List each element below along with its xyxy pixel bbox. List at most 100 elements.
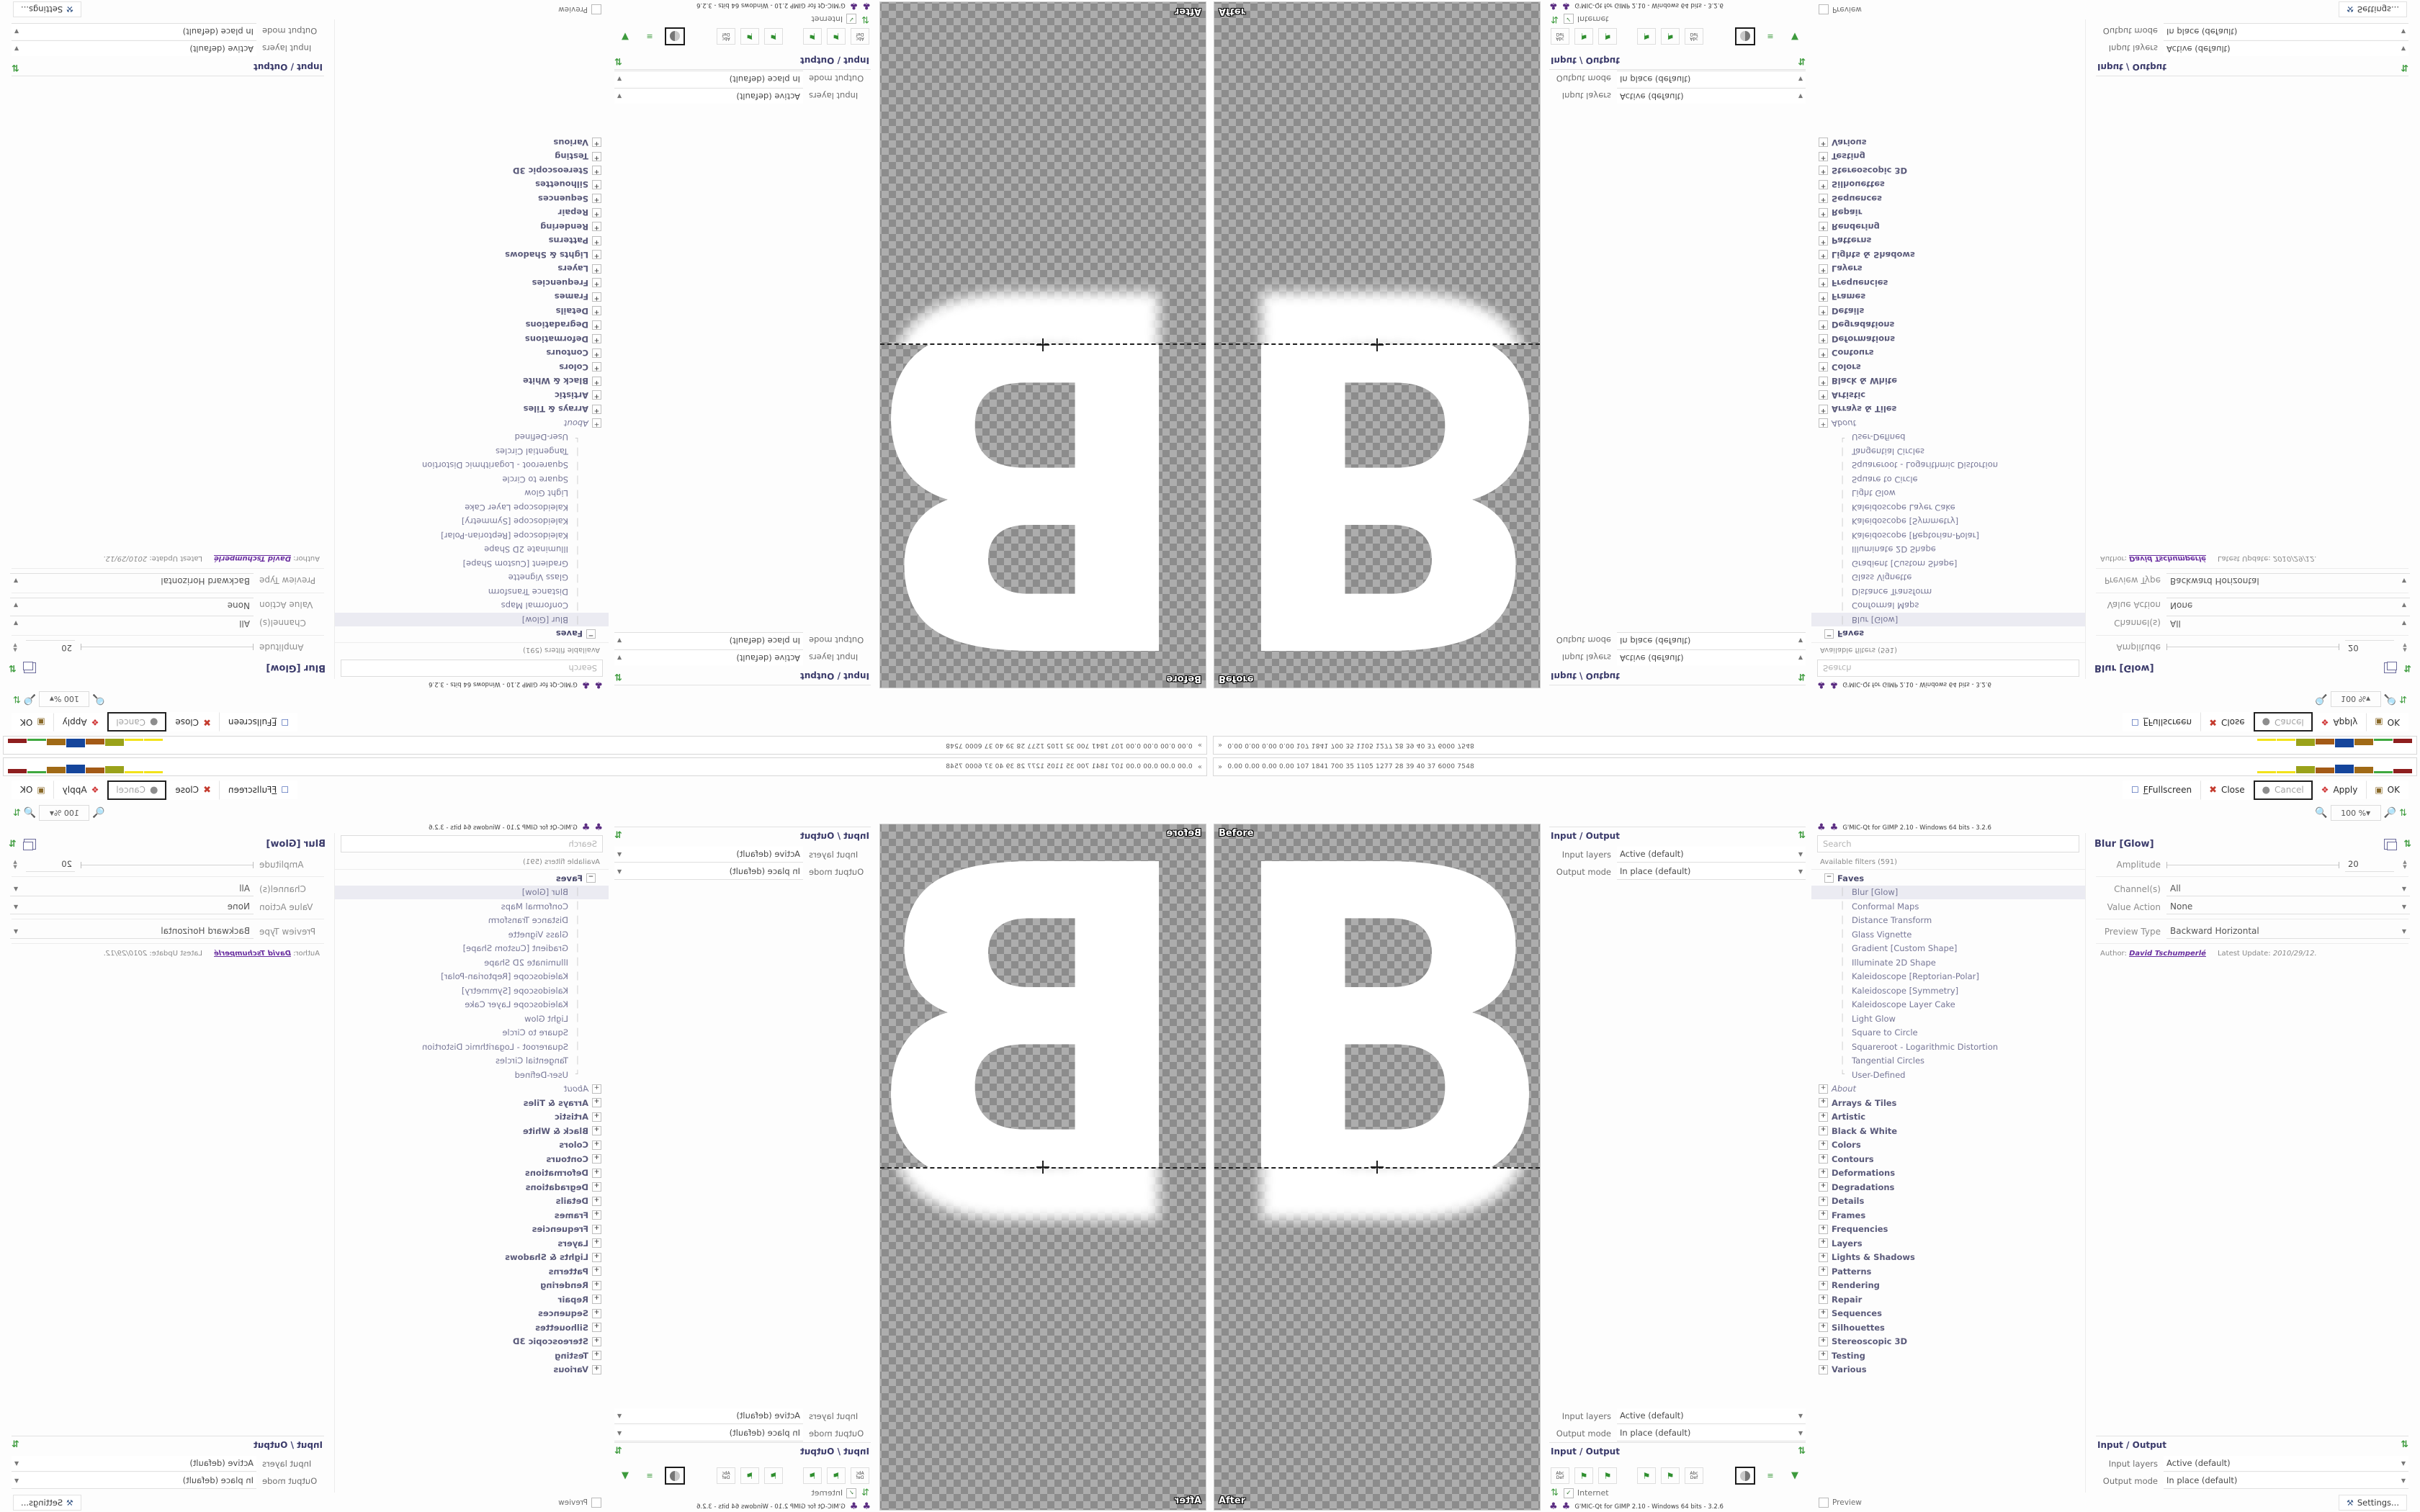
import-icon[interactable]: ⚑	[827, 28, 846, 45]
expand-icon[interactable]: +	[592, 1112, 601, 1122]
filter-category[interactable]: + Rendering	[335, 1279, 609, 1293]
expand-icon[interactable]: +	[592, 1238, 601, 1248]
expand-icon[interactable]: +	[592, 1168, 601, 1178]
filter-category[interactable]: + Various	[335, 1363, 609, 1377]
filter-category[interactable]: + Rendering	[1811, 1279, 2085, 1293]
expand-icon[interactable]: +	[1819, 1323, 1828, 1333]
collapse-icon[interactable]: −	[1824, 873, 1834, 883]
filter-item[interactable]: │ Tangential Circles	[1811, 1054, 2085, 1068]
filter-category[interactable]: + Testing	[335, 150, 609, 164]
filter-item[interactable]: │ Blur [Glow]	[335, 885, 609, 899]
reset-zoom-icon[interactable]: ⇅	[2399, 693, 2407, 705]
filter-item[interactable]: │ Square to Circle	[1811, 472, 2085, 487]
expand-icon[interactable]: +	[1819, 376, 1828, 386]
filter-item[interactable]: │ Blur [Glow]	[1811, 613, 2085, 627]
collapse-icon[interactable]: ▼	[616, 28, 635, 45]
output-mode-combo[interactable]: In place (default) ▼	[1617, 863, 1806, 880]
filter-item[interactable]: │ Conformal Maps	[335, 899, 609, 914]
refresh-icon[interactable]: ⇅	[1798, 55, 1806, 66]
filter-category[interactable]: + Sequences	[335, 192, 609, 206]
amplitude-stepper[interactable]: ▲ ▼	[13, 642, 17, 654]
filter-item[interactable]: │ Light Glow	[1811, 1012, 2085, 1026]
rename-fave-icon[interactable]: Abc Def	[1685, 28, 1703, 45]
list-icon[interactable]: ≡	[1761, 28, 1780, 45]
filter-item[interactable]: │ Square to Circle	[335, 472, 609, 487]
filter-category[interactable]: + Stereoscopic 3D	[1811, 1335, 2085, 1349]
filter-item[interactable]: │ Illuminate 2D Shape	[335, 543, 609, 557]
filter-item[interactable]: │ Conformal Maps	[1811, 599, 2085, 613]
expand-icon[interactable]: +	[1819, 1112, 1828, 1122]
filter-category[interactable]: + About	[335, 416, 609, 431]
reset-parameters-icon[interactable]: ⇅	[9, 662, 17, 673]
expand-icon[interactable]: +	[1819, 1154, 1828, 1164]
filter-category[interactable]: + About	[1811, 1082, 2085, 1097]
remove-fave-icon[interactable]: ⚑	[1661, 1467, 1680, 1484]
add-fave-icon[interactable]: ⚑	[764, 28, 783, 45]
apply-button[interactable]: ❖ Apply	[2312, 780, 2367, 799]
expand-icon[interactable]: +	[592, 278, 601, 288]
refresh-icon[interactable]: ⇅	[1798, 671, 1806, 682]
filter-item[interactable]: │ Kaleidoscope Layer Cake	[335, 998, 609, 1012]
filter-item[interactable]: │ Kaleidoscope [Reptorian-Polar]	[1811, 970, 2085, 984]
pie-icon[interactable]	[1735, 27, 1755, 45]
filter-item[interactable]: │ Gradient [Custom Shape]	[1811, 557, 2085, 571]
expand-icon[interactable]: +	[1819, 362, 1828, 372]
expand-icon[interactable]: +	[1819, 250, 1828, 260]
expand-icon[interactable]: +	[592, 292, 601, 302]
input-layers-combo[interactable]: Active (default) ▼	[614, 846, 803, 863]
expand-icon[interactable]: +	[1819, 1224, 1828, 1234]
value-action-combo[interactable]: None ▼	[10, 899, 254, 914]
refresh-icon[interactable]: ⇅	[2401, 1439, 2408, 1450]
filter-tree[interactable]: − Faves │ Blur [Glow] │ Conformal Maps │ Dist…	[1811, 19, 2085, 642]
expand-icon[interactable]: +	[592, 1308, 601, 1318]
expand-icon[interactable]: +	[592, 376, 601, 386]
filter-item[interactable]: │ Square to Circle	[335, 1026, 609, 1040]
filter-item[interactable]: │ Glass Vignette	[335, 571, 609, 585]
filter-item[interactable]: │ Gradient [Custom Shape]	[335, 557, 609, 571]
input-layers-combo[interactable]: Active (default) ▼	[1617, 846, 1806, 863]
value-action-combo[interactable]: None ▼	[2166, 899, 2410, 914]
filter-tree[interactable]: − Faves │ Blur [Glow] │ Conformal Maps │ Dist…	[335, 19, 609, 642]
expand-icon[interactable]: +	[592, 264, 601, 274]
expand-icon[interactable]: +	[1819, 278, 1828, 288]
filter-tree[interactable]: − Faves │ Blur [Glow] │ Conformal Maps │ Dist…	[335, 870, 609, 1493]
cancel-button[interactable]: ● Cancel	[107, 780, 167, 800]
refresh-icon[interactable]: ⇅	[1798, 1446, 1806, 1457]
settings-button[interactable]: ⚒ Settings...	[13, 1, 82, 17]
expand-icon[interactable]: +	[592, 151, 601, 161]
author-link[interactable]: David Tschumperlé	[214, 950, 291, 958]
expand-icon[interactable]: +	[592, 1364, 601, 1374]
filter-item[interactable]: │ Glass Vignette	[1811, 571, 2085, 585]
filter-category[interactable]: + Testing	[1811, 150, 2085, 164]
cancel-button[interactable]: ● Cancel	[107, 712, 167, 732]
expand-icon[interactable]: +	[592, 1224, 601, 1234]
internet-checkbox[interactable]: ✓ Internet	[1563, 14, 1609, 24]
list-icon[interactable]: ≡	[640, 1467, 659, 1484]
filter-category[interactable]: + Frames	[335, 1208, 609, 1223]
export-icon[interactable]: ⚑	[803, 28, 822, 45]
amplitude-input[interactable]: 20	[2345, 640, 2394, 655]
output-mode-combo-3[interactable]: In place (default) ▼	[12, 1472, 256, 1489]
channels-combo[interactable]: All ▼	[10, 616, 254, 631]
preview-type-combo[interactable]: Backward Horizontal ▼	[2166, 573, 2410, 588]
preview-type-combo[interactable]: Backward Horizontal ▼	[10, 924, 254, 939]
expand-icon[interactable]: +	[1819, 320, 1828, 330]
expand-icon[interactable]: +	[1819, 207, 1828, 217]
expand-icon[interactable]: +	[592, 348, 601, 358]
filter-item[interactable]: │ Kaleidoscope [Symmetry]	[335, 515, 609, 529]
filter-category[interactable]: + Layers	[1811, 1236, 2085, 1251]
filter-item[interactable]: │ Illuminate 2D Shape	[335, 955, 609, 970]
filter-category[interactable]: + Arrays & Tiles	[1811, 1096, 2085, 1110]
filter-category[interactable]: + Stereoscopic 3D	[335, 1335, 609, 1349]
expand-icon[interactable]: +	[1819, 1098, 1828, 1108]
settings-button[interactable]: ⚒ Settings...	[13, 1495, 82, 1511]
filter-category[interactable]: + Frequencies	[335, 276, 609, 290]
expand-icon[interactable]: +	[592, 1351, 601, 1361]
preview-type-combo[interactable]: Backward Horizontal ▼	[2166, 924, 2410, 939]
filter-item[interactable]: │ Square to Circle	[1811, 1026, 2085, 1040]
zoom-in-icon[interactable]: 🔎	[23, 693, 37, 705]
filter-category[interactable]: + Repair	[1811, 206, 2085, 220]
filter-category[interactable]: + Frequencies	[1811, 276, 2085, 290]
reset-zoom-icon[interactable]: ⇅	[13, 693, 21, 705]
abc-def-icon[interactable]: Abc Def	[851, 28, 869, 45]
